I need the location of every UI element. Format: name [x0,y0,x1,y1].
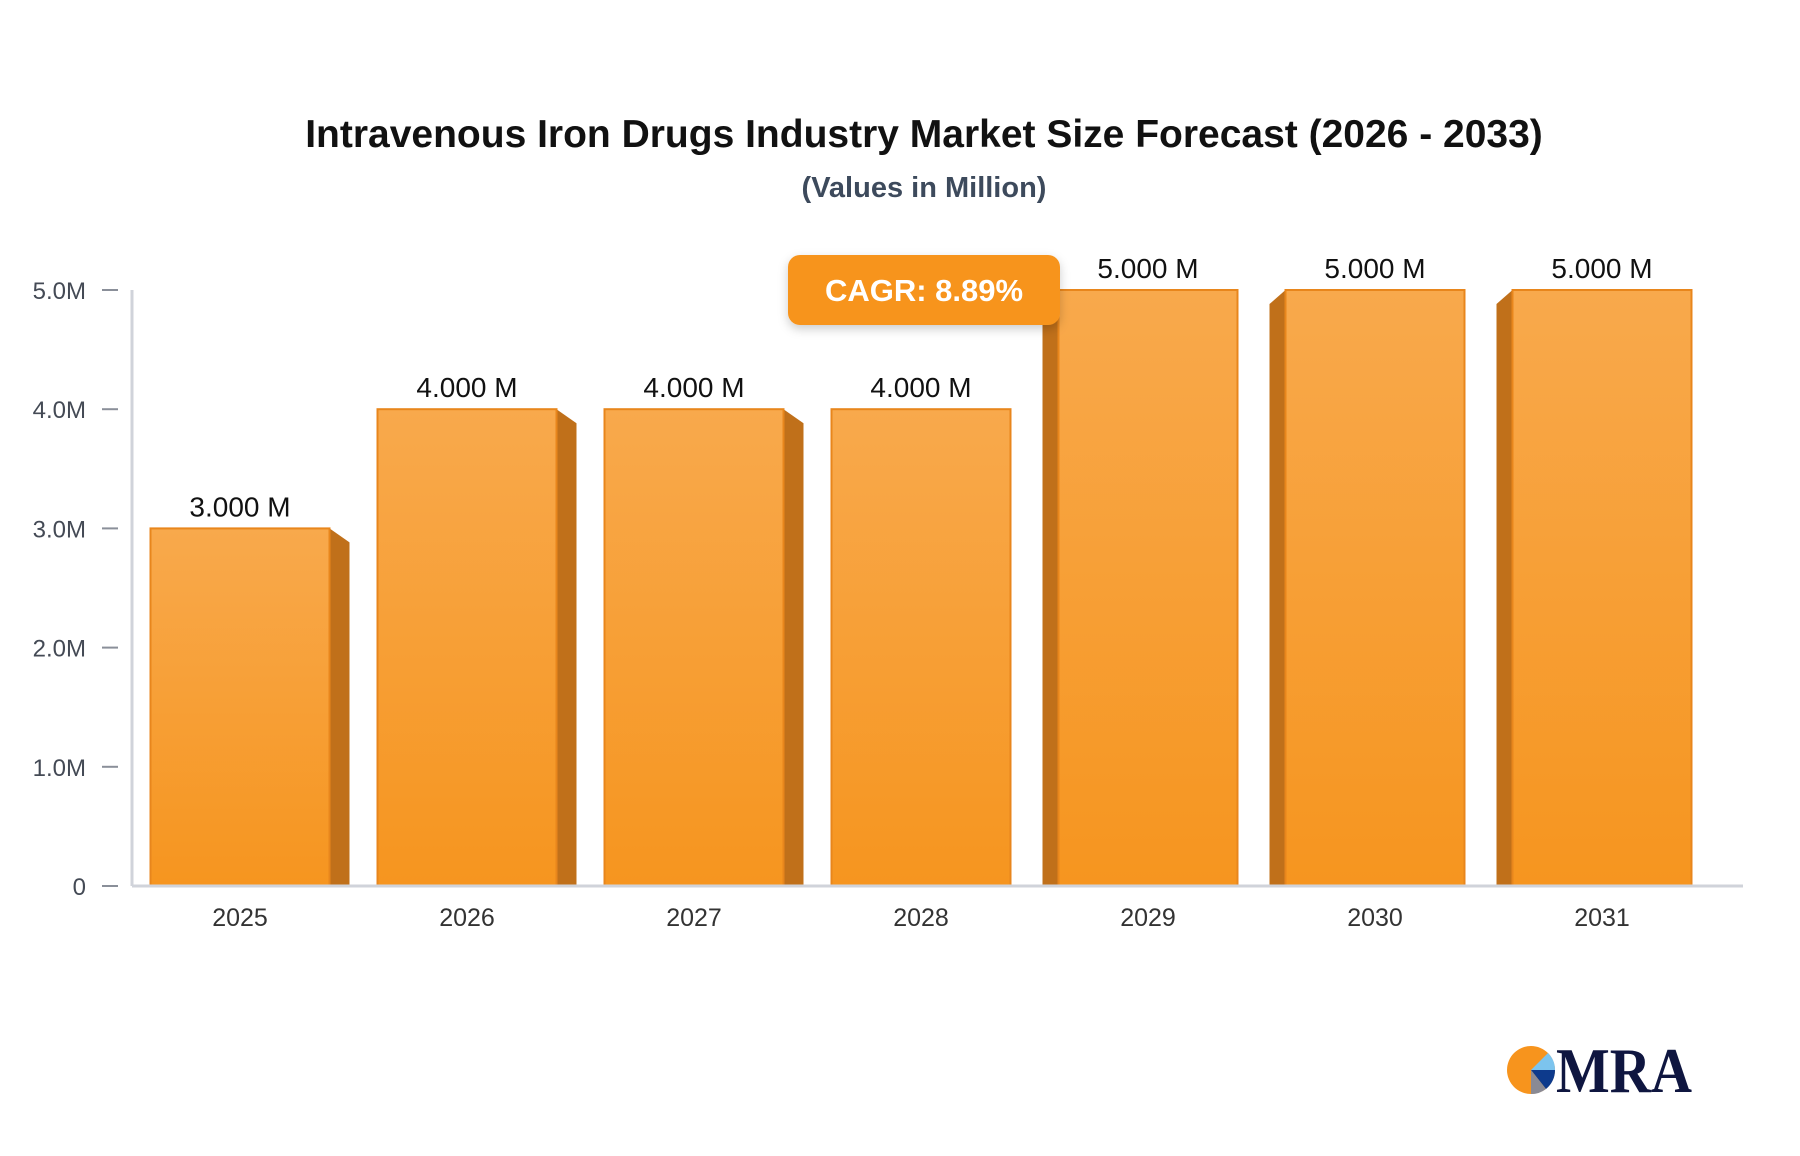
x-tick-label: 2031 [1574,904,1630,932]
cagr-label: CAGR: 8.89% [825,273,1023,308]
bar-side [783,409,804,886]
x-tick-label: 2030 [1347,904,1403,932]
data-label: 4.000 M [643,372,744,403]
bar [149,527,331,888]
bar [1057,289,1239,887]
svg-text:MRA: MRA [1556,1035,1692,1106]
chart-title: Intravenous Iron Drugs Industry Market S… [305,113,1543,156]
x-tick-label: 2028 [893,904,949,932]
bar-2029 [1042,289,1239,887]
bar-2027 [603,408,804,887]
data-label: 4.000 M [416,372,517,403]
x-tick-label: 2026 [439,904,495,932]
data-label: 5.000 M [1551,253,1652,284]
x-axis: 2025 2026 2027 2028 2029 2030 2031 [132,884,1743,932]
bar [376,408,558,887]
x-tick-label: 2029 [1120,904,1176,932]
cagr-badge [788,255,1060,325]
y-tick-label: 0 [73,874,86,901]
bar [603,408,785,887]
bar-side [1042,290,1059,886]
bar [830,408,1012,887]
bar-side [556,409,577,886]
bar-2025 [149,527,350,888]
data-label: 4.000 M [870,372,971,403]
x-tick-label: 2025 [212,904,268,932]
y-tick-label: 2.0M [33,636,86,663]
chart-subtitle: (Values in Million) [802,172,1047,204]
bar-side [329,528,350,886]
y-tick-label: 5.0M [33,278,86,305]
y-axis: 0 1.0M 2.0M 3.0M 4.0M 5.0M [33,278,134,901]
bar-side [1269,290,1286,886]
y-tick-label: 1.0M [33,755,86,782]
y-tick-label: 4.0M [33,397,86,424]
bar-2031 [1496,289,1693,887]
bar-side [1496,290,1513,886]
bar [1511,289,1693,887]
data-label: 5.000 M [1097,253,1198,284]
mra-logo: MRA [1507,1035,1692,1106]
bar-2026 [376,408,577,887]
bar-2028 [830,408,1012,887]
data-label: 5.000 M [1324,253,1425,284]
bars: 3.000 M 4.000 M 4.000 M 4.000 M 5.000 M 5.000… [149,253,1693,888]
data-label: 3.000 M [189,491,290,522]
x-tick-label: 2027 [666,904,722,932]
y-tick-label: 3.0M [33,516,86,543]
bar-2030 [1269,289,1466,887]
bar [1284,289,1466,887]
